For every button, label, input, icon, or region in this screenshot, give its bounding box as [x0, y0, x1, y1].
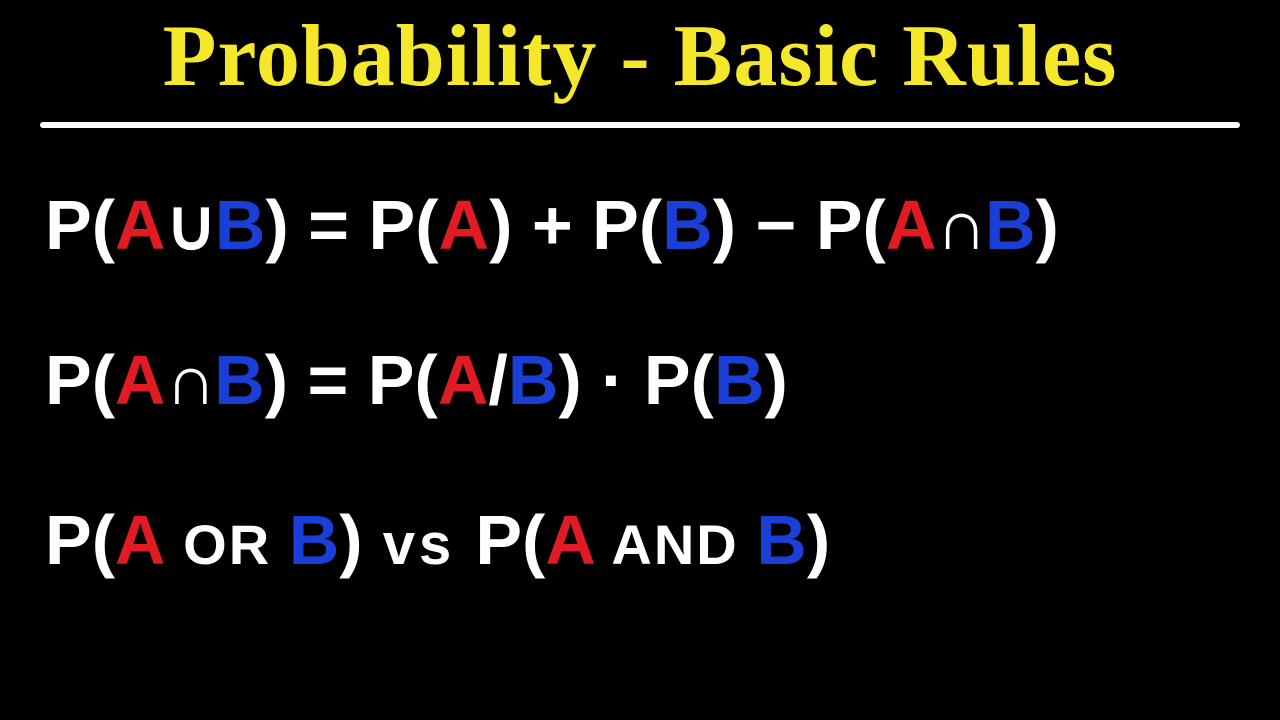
sym-B: B: [215, 186, 266, 264]
formula-union-rule: P(A∪B) = P(A) + P(B) − P(A∩B): [45, 190, 1059, 260]
sym-open: (: [92, 501, 115, 579]
sym-P: P: [368, 341, 415, 419]
sym-B: B: [508, 341, 559, 419]
sym-B: B: [662, 186, 713, 264]
sym-close: ): [558, 341, 581, 419]
sym-open: (: [92, 186, 115, 264]
sym-close: ): [489, 186, 512, 264]
sym-eq: =: [288, 341, 368, 419]
sym-close: ): [1036, 186, 1059, 264]
slide-title: Probability - Basic Rules: [0, 6, 1280, 107]
sym-close: ): [807, 501, 830, 579]
sym-close: ): [765, 341, 788, 419]
sym-P: P: [475, 501, 522, 579]
sym-B: B: [985, 186, 1036, 264]
sym-B: B: [214, 341, 265, 419]
sym-P: P: [816, 186, 863, 264]
sym-P: P: [45, 186, 92, 264]
sym-B: B: [756, 501, 807, 579]
formula-or-vs-and: P(A OR B) vs P(A AND B): [45, 505, 830, 575]
sym-B: B: [289, 501, 340, 579]
sym-P: P: [45, 501, 92, 579]
sym-A: A: [115, 501, 166, 579]
sym-B: B: [714, 341, 765, 419]
sym-dot: ·: [582, 341, 644, 419]
sym-vs: vs: [363, 512, 476, 577]
sym-open: (: [691, 341, 714, 419]
sym-A: A: [545, 501, 596, 579]
sym-or: OR: [166, 513, 289, 576]
sym-close: ): [339, 501, 362, 579]
slide: Probability - Basic Rules P(A∪B) = P(A) …: [0, 0, 1280, 720]
sym-open: (: [415, 186, 438, 264]
sym-open: (: [415, 341, 438, 419]
formula-multiplication-rule: P(A∩B) = P(A/B) · P(B): [45, 345, 788, 415]
sym-intersect: ∩: [936, 186, 985, 264]
sym-close: ): [713, 186, 736, 264]
sym-open: (: [639, 186, 662, 264]
sym-union: ∪: [166, 186, 215, 264]
title-underline: [40, 122, 1240, 128]
sym-P: P: [592, 186, 639, 264]
sym-plus: +: [512, 186, 592, 264]
sym-close: ): [265, 341, 288, 419]
sym-A: A: [438, 341, 489, 419]
sym-A: A: [115, 341, 166, 419]
sym-and: AND: [596, 513, 756, 576]
sym-A: A: [886, 186, 937, 264]
sym-minus: −: [736, 186, 816, 264]
sym-eq: =: [289, 186, 369, 264]
sym-A: A: [115, 186, 166, 264]
sym-open: (: [522, 501, 545, 579]
sym-P: P: [368, 186, 415, 264]
sym-slash: /: [488, 341, 507, 419]
sym-P: P: [644, 341, 691, 419]
sym-intersect: ∩: [166, 341, 215, 419]
sym-open: (: [863, 186, 886, 264]
sym-A: A: [439, 186, 490, 264]
sym-close: ): [265, 186, 288, 264]
sym-P: P: [45, 341, 92, 419]
sym-open: (: [92, 341, 115, 419]
